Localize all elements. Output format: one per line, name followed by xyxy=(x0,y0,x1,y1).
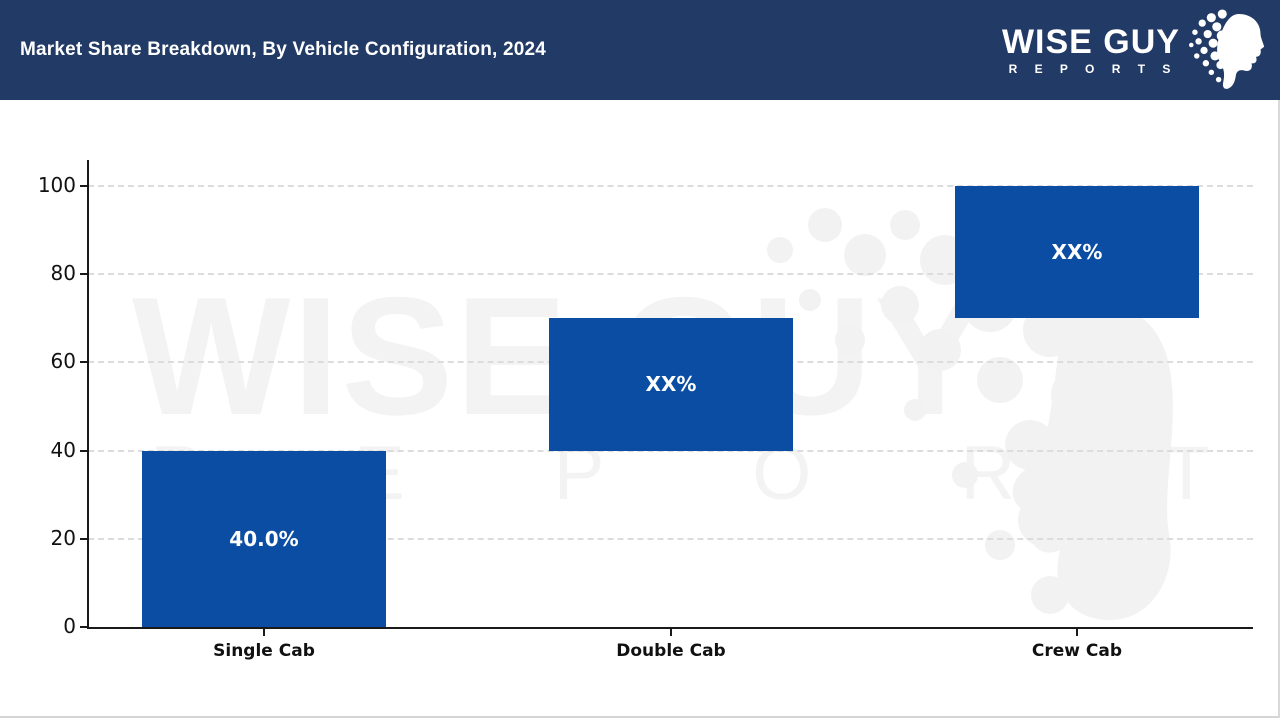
y-tick-label: 80 xyxy=(50,261,76,286)
x-category-label: Single Cab xyxy=(213,641,315,661)
wise-guy-reports-logo: WISE GUY R E P O R T S xyxy=(1002,6,1266,94)
logo-subtitle: R E P O R T S xyxy=(1008,61,1178,76)
gridline xyxy=(88,185,1253,187)
y-tick-label: 0 xyxy=(63,614,76,638)
x-tick-mark xyxy=(670,629,672,636)
y-axis-line xyxy=(87,160,89,629)
bar-crew-cab: XX% xyxy=(955,186,1199,319)
chart-plot: 0 20 40 60 80 100 40.0% Single Cab XX% Double Cab… xyxy=(0,100,1280,720)
y-tick-mark xyxy=(80,626,88,628)
bar-value-label: XX% xyxy=(1051,240,1103,265)
y-tick-label: 20 xyxy=(50,525,76,550)
logo-text: WISE GUY R E P O R T S xyxy=(1002,25,1180,76)
bar-single-cab: 40.0% xyxy=(142,450,386,627)
bar-double-cab: XX% xyxy=(549,318,793,451)
y-tick-label: 60 xyxy=(50,349,76,374)
page-border-right xyxy=(1278,100,1280,718)
x-axis-line xyxy=(87,627,1253,629)
page-border-bottom xyxy=(0,716,1280,718)
x-tick-mark xyxy=(263,629,265,636)
header-banner: Market Share Breakdown, By Vehicle Confi… xyxy=(0,0,1280,100)
x-category-label: Crew Cab xyxy=(1031,641,1123,661)
gridline xyxy=(88,449,1253,452)
y-tick-label: 40 xyxy=(50,437,76,462)
face-profile-dots-icon xyxy=(1189,9,1265,89)
y-tick-mark xyxy=(80,449,88,452)
gridline xyxy=(88,273,1253,276)
logo-name: WISE GUY xyxy=(1001,22,1180,61)
x-tick-mark xyxy=(1076,629,1078,636)
bar-value-label: 40.0% xyxy=(229,526,299,551)
y-tick-mark xyxy=(80,185,88,187)
y-tick-mark xyxy=(80,273,88,276)
bar-value-label: XX% xyxy=(645,372,697,397)
x-category-label: Double Cab xyxy=(616,641,726,661)
y-tick-mark xyxy=(80,361,88,364)
gridline xyxy=(88,537,1253,540)
y-tick-mark xyxy=(80,537,88,540)
y-tick-label: 100 xyxy=(37,173,76,197)
chart-title: Market Share Breakdown, By Vehicle Confi… xyxy=(20,39,547,60)
